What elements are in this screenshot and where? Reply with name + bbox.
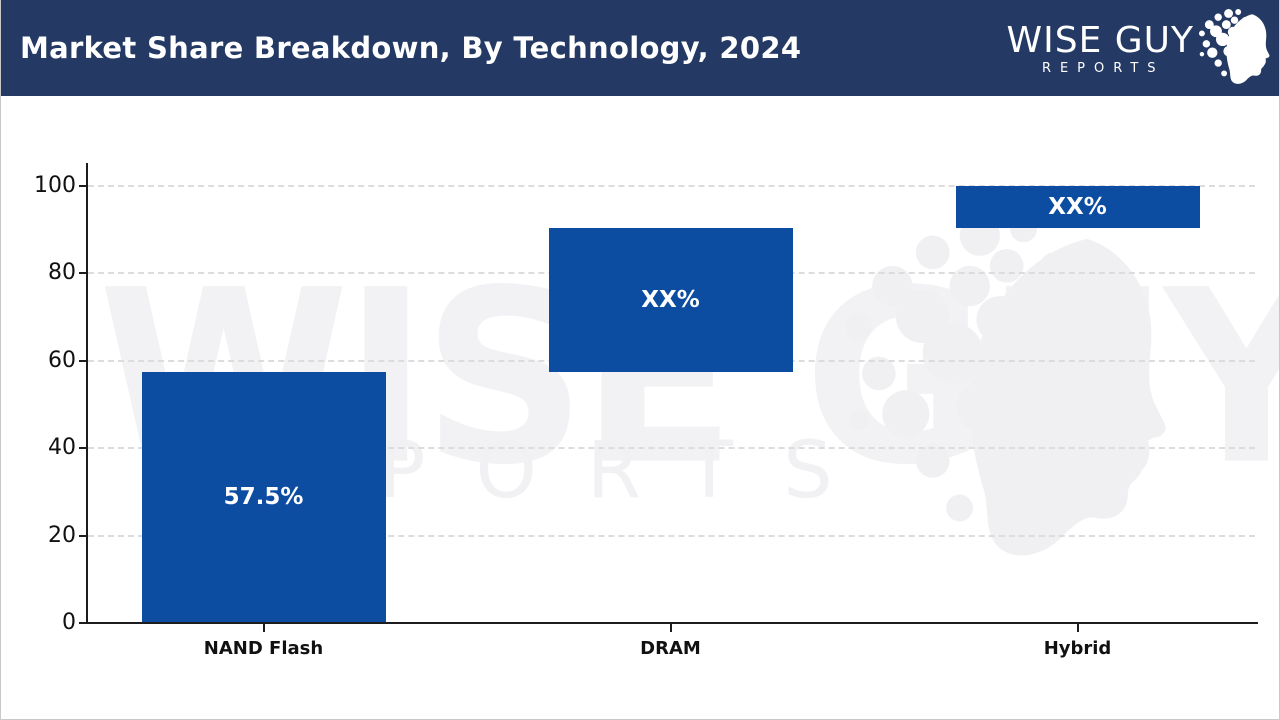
x-tick-mark (262, 624, 265, 632)
brand-name: WISE GUY (1006, 19, 1194, 61)
y-tick-mark (79, 534, 87, 537)
bar-hybrid[interactable]: XX% (955, 186, 1200, 228)
y-tick-label: 60 (48, 347, 76, 373)
y-tick-label: 100 (34, 173, 76, 198)
x-axis-line (86, 622, 1258, 624)
gridline-20 (88, 534, 1255, 537)
x-tick-label-nand-flash: NAND Flash (203, 638, 324, 659)
page-title: Market Share Breakdown, By Technology, 2… (20, 31, 802, 65)
y-tick-mark (79, 359, 87, 362)
bar-dram[interactable]: XX% (548, 227, 793, 372)
y-tick-label: 40 (48, 435, 76, 461)
x-tick-mark (669, 624, 672, 632)
bar-value-label: 57.5% (223, 484, 304, 511)
brand-logo-text: WISE GUY REPORTS (1006, 19, 1195, 77)
brand-subtitle: REPORTS (1041, 61, 1165, 77)
y-tick-mark (79, 622, 87, 624)
brand-head-icon (1198, 9, 1270, 84)
y-axis-line (86, 163, 88, 624)
brand-logo: WISE GUY REPORTS (1007, 7, 1271, 91)
gridline-40 (88, 447, 1255, 450)
bar-value-label: XX% (641, 286, 700, 313)
y-tick-label: 20 (48, 522, 76, 548)
bar-nand-flash[interactable]: 57.5% (141, 371, 386, 623)
x-tick-label-dram: DRAM (640, 638, 701, 659)
y-tick-mark (79, 272, 87, 275)
y-tick-mark (79, 447, 87, 450)
y-tick-label: 0 (62, 610, 76, 635)
x-tick-label-hybrid: Hybrid (1043, 638, 1112, 659)
header-bar: Market Share Breakdown, By Technology, 2… (0, 0, 1280, 96)
gridline-100 (88, 185, 1255, 187)
x-tick-mark (1076, 624, 1079, 632)
y-tick-mark (79, 185, 87, 187)
y-tick-label: 80 (48, 260, 76, 286)
bar-value-label: XX% (1048, 193, 1107, 220)
